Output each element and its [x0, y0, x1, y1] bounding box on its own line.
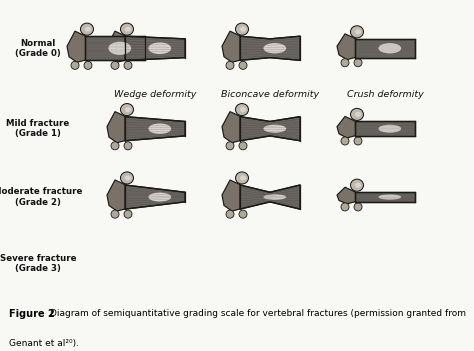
Text: Wedge deformity: Wedge deformity [114, 90, 196, 99]
Polygon shape [240, 185, 300, 209]
Ellipse shape [264, 194, 286, 200]
Ellipse shape [120, 104, 134, 115]
Ellipse shape [120, 23, 134, 35]
Polygon shape [337, 117, 358, 138]
Ellipse shape [239, 142, 247, 150]
Polygon shape [222, 112, 243, 143]
Ellipse shape [354, 137, 362, 145]
Ellipse shape [378, 43, 401, 53]
Ellipse shape [240, 176, 246, 180]
Ellipse shape [125, 107, 131, 112]
Ellipse shape [341, 59, 349, 67]
Text: Mild fracture
(Grade 1): Mild fracture (Grade 1) [6, 119, 70, 138]
Ellipse shape [226, 210, 234, 218]
Ellipse shape [239, 210, 247, 218]
Ellipse shape [111, 210, 119, 218]
Polygon shape [107, 180, 128, 211]
Text: Severe fracture
(Grade 3): Severe fracture (Grade 3) [0, 254, 76, 273]
Text: Figure 2: Figure 2 [9, 309, 55, 319]
Ellipse shape [109, 42, 131, 55]
Polygon shape [355, 39, 415, 58]
Ellipse shape [378, 194, 401, 200]
Ellipse shape [355, 183, 361, 188]
Ellipse shape [240, 27, 246, 32]
Polygon shape [240, 117, 300, 141]
Text: Moderate fracture
(Grade 2): Moderate fracture (Grade 2) [0, 187, 82, 207]
Ellipse shape [350, 26, 364, 38]
Ellipse shape [264, 43, 286, 53]
Polygon shape [107, 112, 128, 143]
Ellipse shape [125, 27, 131, 32]
Polygon shape [222, 180, 243, 211]
Text: Diagram of semiquantitative grading scale for vertebral fractures (permission gr: Diagram of semiquantitative grading scal… [50, 309, 466, 318]
Ellipse shape [378, 125, 401, 133]
Ellipse shape [85, 27, 91, 32]
Text: Genant et al²⁰).: Genant et al²⁰). [9, 339, 79, 348]
Ellipse shape [354, 59, 362, 67]
Ellipse shape [148, 192, 171, 202]
Ellipse shape [239, 61, 247, 69]
Ellipse shape [71, 61, 79, 69]
Polygon shape [107, 31, 128, 62]
Ellipse shape [350, 108, 364, 120]
Ellipse shape [148, 42, 171, 54]
Ellipse shape [148, 124, 171, 134]
Ellipse shape [341, 203, 349, 211]
Ellipse shape [236, 172, 248, 184]
Ellipse shape [84, 61, 92, 69]
Ellipse shape [81, 23, 93, 35]
Polygon shape [125, 117, 185, 141]
Ellipse shape [111, 61, 119, 69]
Ellipse shape [355, 112, 361, 117]
Ellipse shape [226, 61, 234, 69]
Ellipse shape [120, 172, 134, 184]
Polygon shape [222, 31, 243, 62]
Text: Normal
(Grade 0): Normal (Grade 0) [15, 39, 61, 58]
Ellipse shape [124, 210, 132, 218]
Ellipse shape [124, 61, 132, 69]
Polygon shape [337, 187, 358, 204]
Ellipse shape [350, 179, 364, 191]
Ellipse shape [125, 176, 131, 180]
Text: Crush deformity: Crush deformity [346, 90, 423, 99]
Text: Biconcave deformity: Biconcave deformity [221, 90, 319, 99]
Polygon shape [125, 185, 185, 209]
Ellipse shape [124, 142, 132, 150]
Ellipse shape [236, 23, 248, 35]
Polygon shape [240, 36, 300, 60]
Ellipse shape [226, 142, 234, 150]
Polygon shape [125, 36, 185, 60]
Ellipse shape [111, 142, 119, 150]
Polygon shape [355, 192, 415, 202]
Ellipse shape [355, 29, 361, 34]
Polygon shape [337, 34, 358, 60]
Ellipse shape [236, 104, 248, 115]
Ellipse shape [264, 125, 286, 133]
Polygon shape [355, 121, 415, 136]
Polygon shape [67, 31, 88, 62]
Ellipse shape [354, 203, 362, 211]
Polygon shape [85, 36, 145, 60]
Ellipse shape [341, 137, 349, 145]
Ellipse shape [240, 107, 246, 112]
